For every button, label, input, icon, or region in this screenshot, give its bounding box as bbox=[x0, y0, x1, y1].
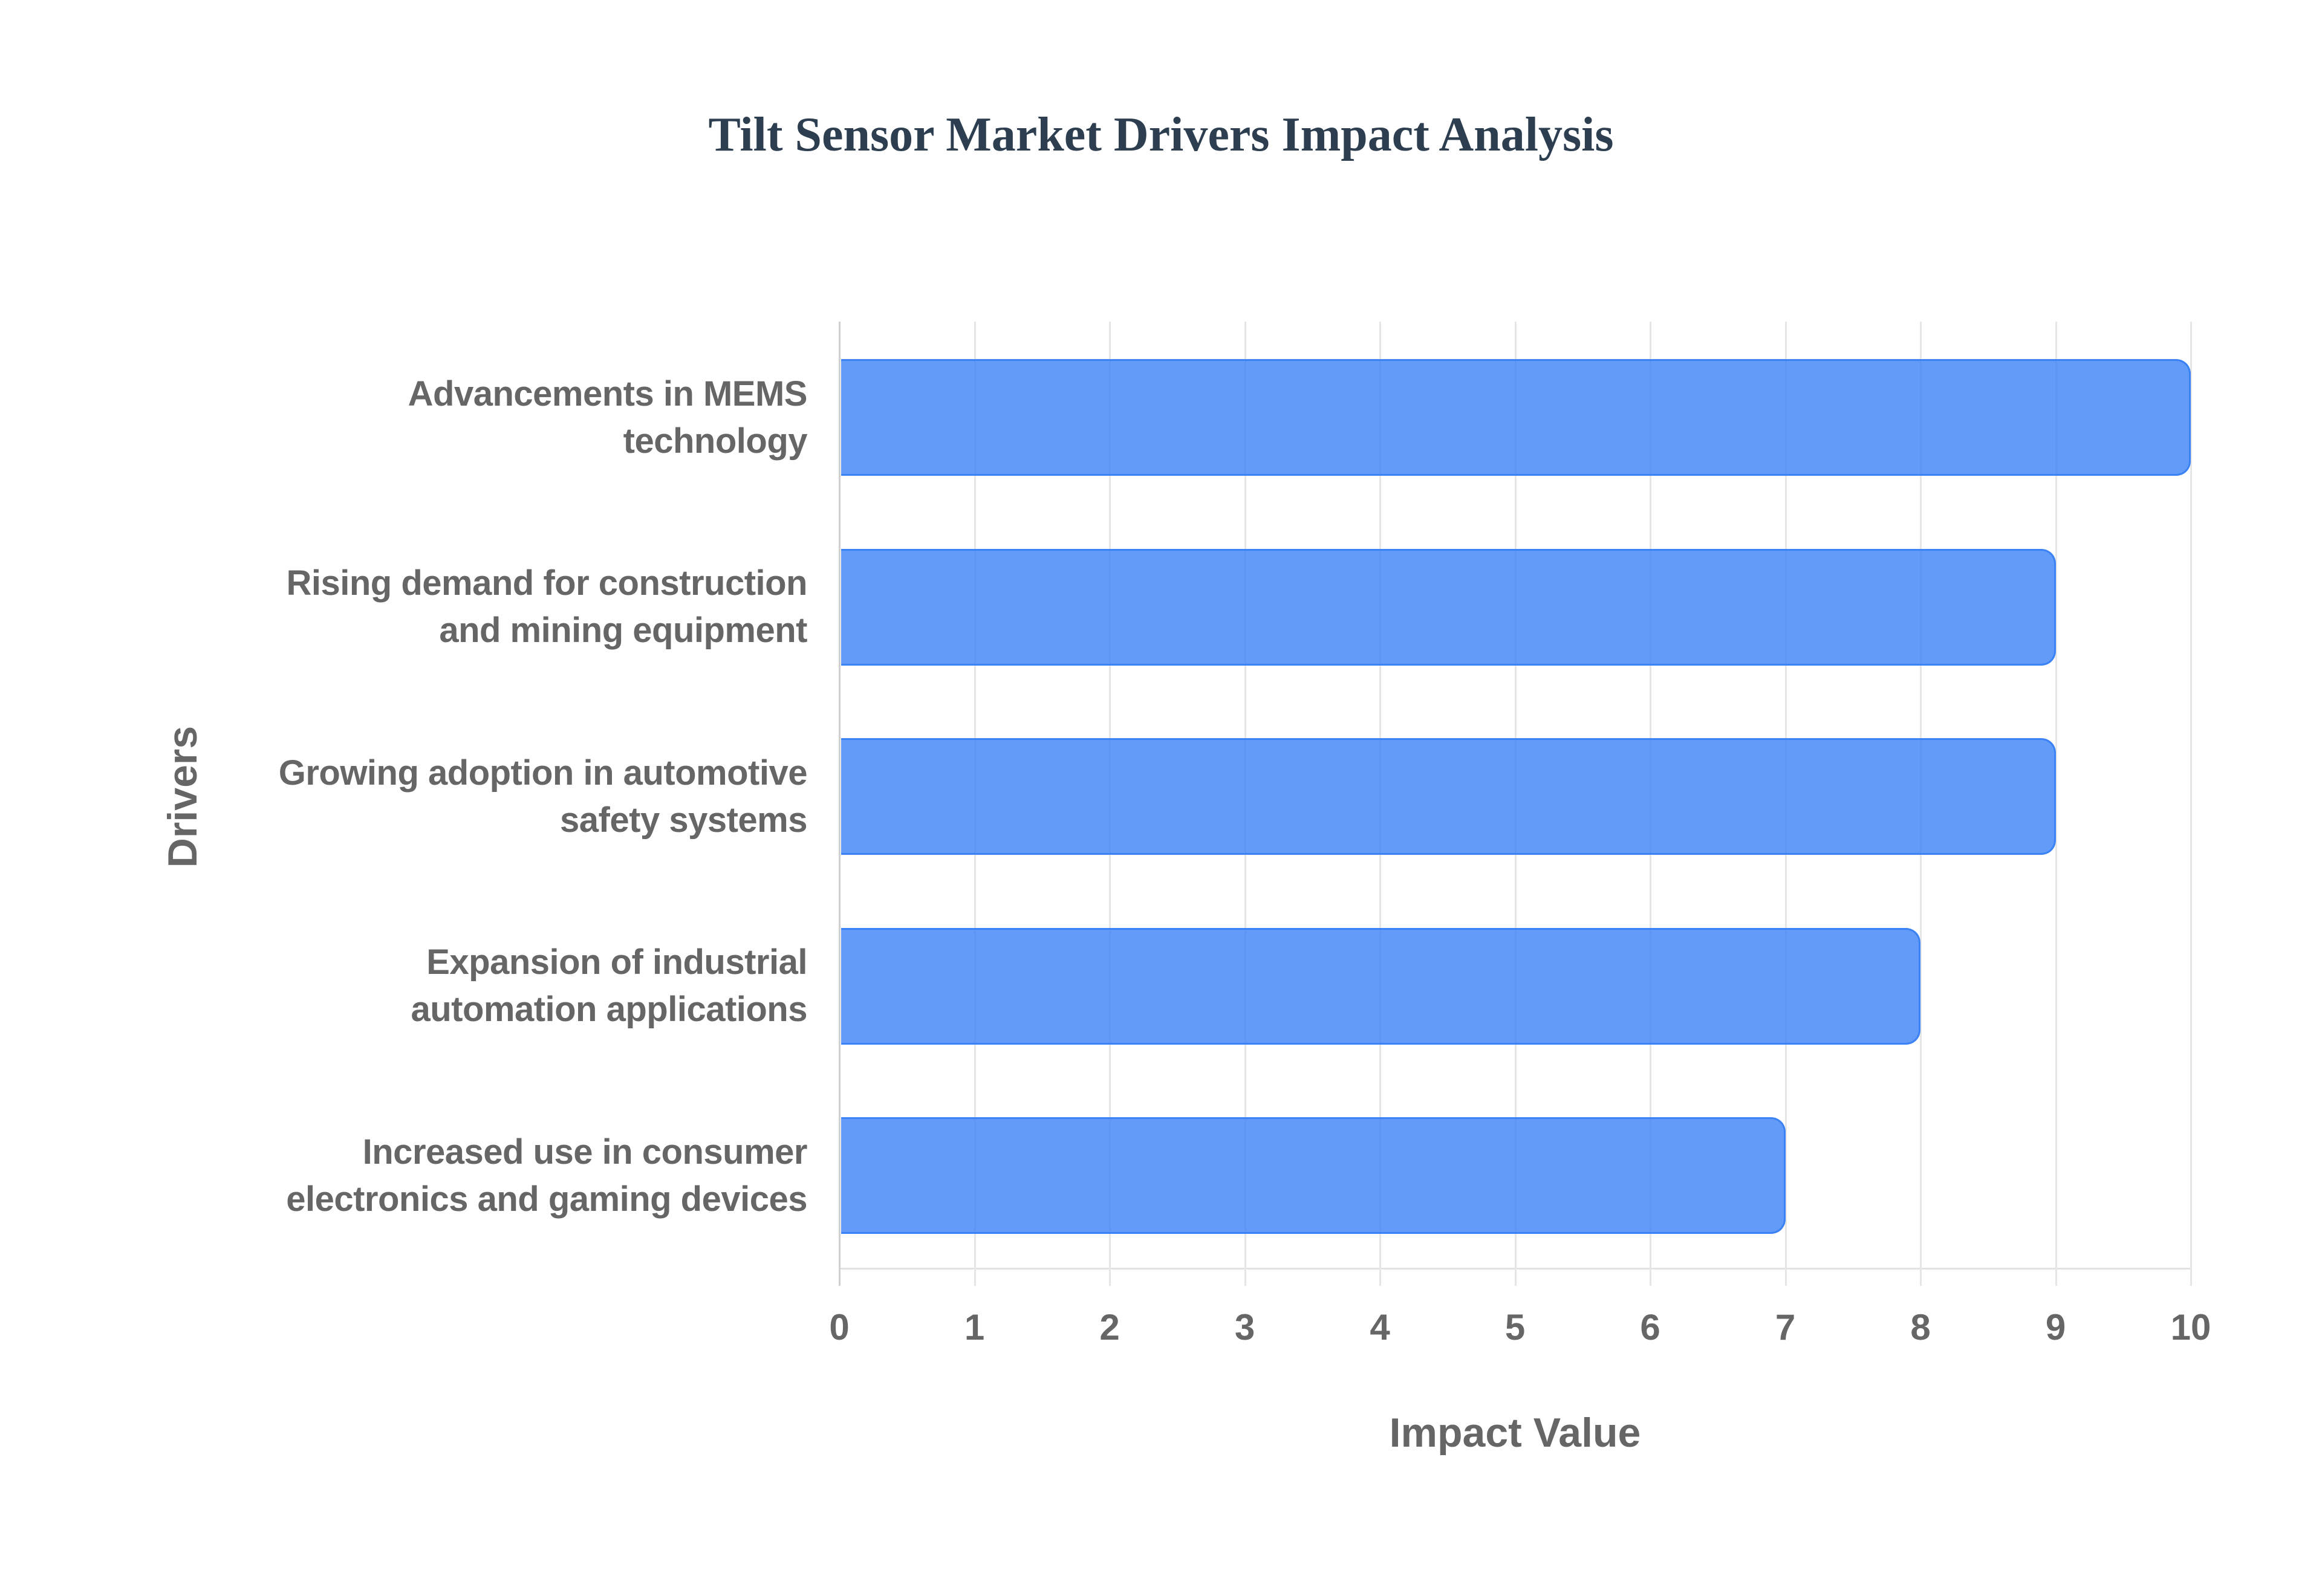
x-tick-label: 5 bbox=[1504, 1307, 1526, 1348]
category-label-line: Growing adoption in automotive bbox=[278, 753, 808, 793]
category-label: Growing adoption in automotive safety sys… bbox=[142, 738, 808, 855]
x-tick-label: 6 bbox=[1640, 1307, 1660, 1348]
category-label-line: Increased use in consumer bbox=[362, 1132, 808, 1172]
category-label: Expansion of industrial automation applic… bbox=[142, 928, 807, 1045]
category-label-line: and mining equipment bbox=[439, 611, 807, 650]
plot-area bbox=[839, 322, 2192, 1286]
x-tick-label: 9 bbox=[2045, 1307, 2066, 1348]
x-tick-label: 0 bbox=[829, 1307, 850, 1348]
category-label-line: Expansion of industrial bbox=[426, 942, 807, 982]
category-label: Rising demand for construction and mining… bbox=[142, 549, 808, 666]
bar[interactable] bbox=[841, 548, 2056, 666]
gridline bbox=[2190, 322, 2192, 1286]
x-tick-label: 8 bbox=[1910, 1307, 1931, 1348]
bar[interactable] bbox=[841, 738, 2056, 855]
bar[interactable] bbox=[841, 927, 1920, 1045]
category-label-line: safety systems bbox=[560, 800, 807, 840]
category-label-line: electronics and gaming devices bbox=[286, 1179, 807, 1219]
x-tick-label: 3 bbox=[1234, 1307, 1255, 1348]
x-tick-label: 10 bbox=[2170, 1307, 2211, 1348]
bar[interactable] bbox=[841, 359, 2191, 476]
category-label-line: Rising demand for construction bbox=[286, 563, 808, 603]
x-tick-label: 4 bbox=[1370, 1307, 1390, 1348]
gridline bbox=[839, 322, 841, 1286]
x-axis-title: Impact Value bbox=[1389, 1410, 1641, 1456]
x-tick-label: 1 bbox=[964, 1307, 985, 1348]
bar[interactable] bbox=[841, 1117, 1786, 1234]
category-label-line: Advancements in MEMS bbox=[408, 374, 808, 414]
category-label: Increased use in consumer electronics and… bbox=[142, 1117, 807, 1234]
category-label: Advancements in MEMS technology bbox=[142, 359, 808, 476]
gridline bbox=[2055, 322, 2057, 1286]
x-tick-label: 2 bbox=[1099, 1307, 1120, 1348]
chart-title: Tilt Sensor Market Drivers Impact Analys… bbox=[708, 108, 1614, 161]
category-label-line: automation applications bbox=[411, 990, 807, 1029]
x-tick-label: 7 bbox=[1775, 1307, 1796, 1348]
category-label-line: technology bbox=[623, 421, 808, 461]
